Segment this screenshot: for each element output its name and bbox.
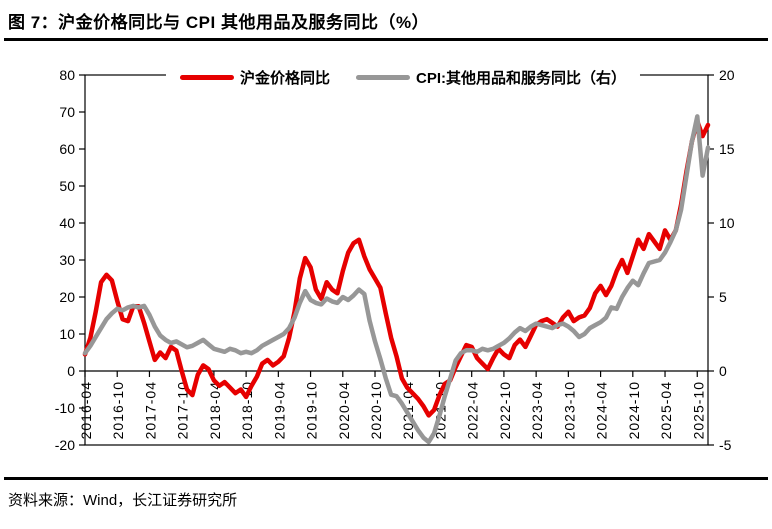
svg-text:2020-04: 2020-04 bbox=[336, 381, 352, 439]
svg-text:0: 0 bbox=[67, 363, 75, 379]
svg-text:20: 20 bbox=[59, 289, 75, 305]
source-note: 资料来源：Wind，长江证券研究所 bbox=[8, 492, 238, 509]
svg-text:2025-10: 2025-10 bbox=[690, 381, 706, 439]
svg-text:2020-10: 2020-10 bbox=[368, 381, 384, 439]
svg-text:2025-04: 2025-04 bbox=[658, 381, 674, 439]
legend-label-cpi: CPI:其他用品和服务同比（右） bbox=[416, 70, 627, 87]
svg-text:-20: -20 bbox=[55, 437, 75, 453]
svg-text:2018-04: 2018-04 bbox=[207, 381, 223, 439]
red-line-swatch-icon bbox=[179, 75, 234, 80]
figure-title: 图 7：沪金价格同比与 CPI 其他用品及服务同比（%） bbox=[8, 13, 430, 32]
svg-text:2024-10: 2024-10 bbox=[626, 381, 642, 439]
svg-text:0: 0 bbox=[719, 363, 727, 379]
svg-text:2023-10: 2023-10 bbox=[561, 381, 577, 439]
svg-text:15: 15 bbox=[719, 141, 735, 157]
svg-text:2023-04: 2023-04 bbox=[529, 381, 545, 439]
svg-text:2017-04: 2017-04 bbox=[142, 381, 158, 439]
chart-legend: 沪金价格同比 CPI:其他用品和服务同比（右） bbox=[165, 63, 641, 92]
svg-text:10: 10 bbox=[719, 215, 735, 231]
legend-label-gold-price: 沪金价格同比 bbox=[239, 70, 330, 87]
legend-item-cpi: CPI:其他用品和服务同比（右） bbox=[356, 67, 626, 88]
svg-text:70: 70 bbox=[59, 104, 75, 120]
svg-text:2017-10: 2017-10 bbox=[175, 381, 191, 439]
svg-text:80: 80 bbox=[59, 67, 75, 83]
svg-text:2016-04: 2016-04 bbox=[78, 381, 94, 439]
svg-text:-5: -5 bbox=[719, 437, 732, 453]
svg-text:-10: -10 bbox=[55, 400, 75, 416]
svg-text:5: 5 bbox=[719, 289, 727, 305]
legend-item-gold-price: 沪金价格同比 bbox=[179, 67, 330, 88]
svg-text:2019-04: 2019-04 bbox=[271, 381, 287, 439]
svg-text:10: 10 bbox=[59, 326, 75, 342]
bottom-divider bbox=[4, 477, 768, 480]
svg-text:40: 40 bbox=[59, 215, 75, 231]
svg-text:2016-10: 2016-10 bbox=[110, 381, 126, 439]
svg-text:60: 60 bbox=[59, 141, 75, 157]
svg-text:50: 50 bbox=[59, 178, 75, 194]
svg-text:2022-04: 2022-04 bbox=[465, 381, 481, 439]
gray-line-swatch-icon bbox=[356, 75, 410, 80]
svg-text:30: 30 bbox=[59, 252, 75, 268]
svg-text:2022-10: 2022-10 bbox=[497, 381, 513, 439]
svg-text:2019-10: 2019-10 bbox=[304, 381, 320, 439]
svg-text:20: 20 bbox=[719, 67, 735, 83]
title-divider bbox=[4, 38, 768, 41]
svg-text:2024-04: 2024-04 bbox=[594, 381, 610, 439]
